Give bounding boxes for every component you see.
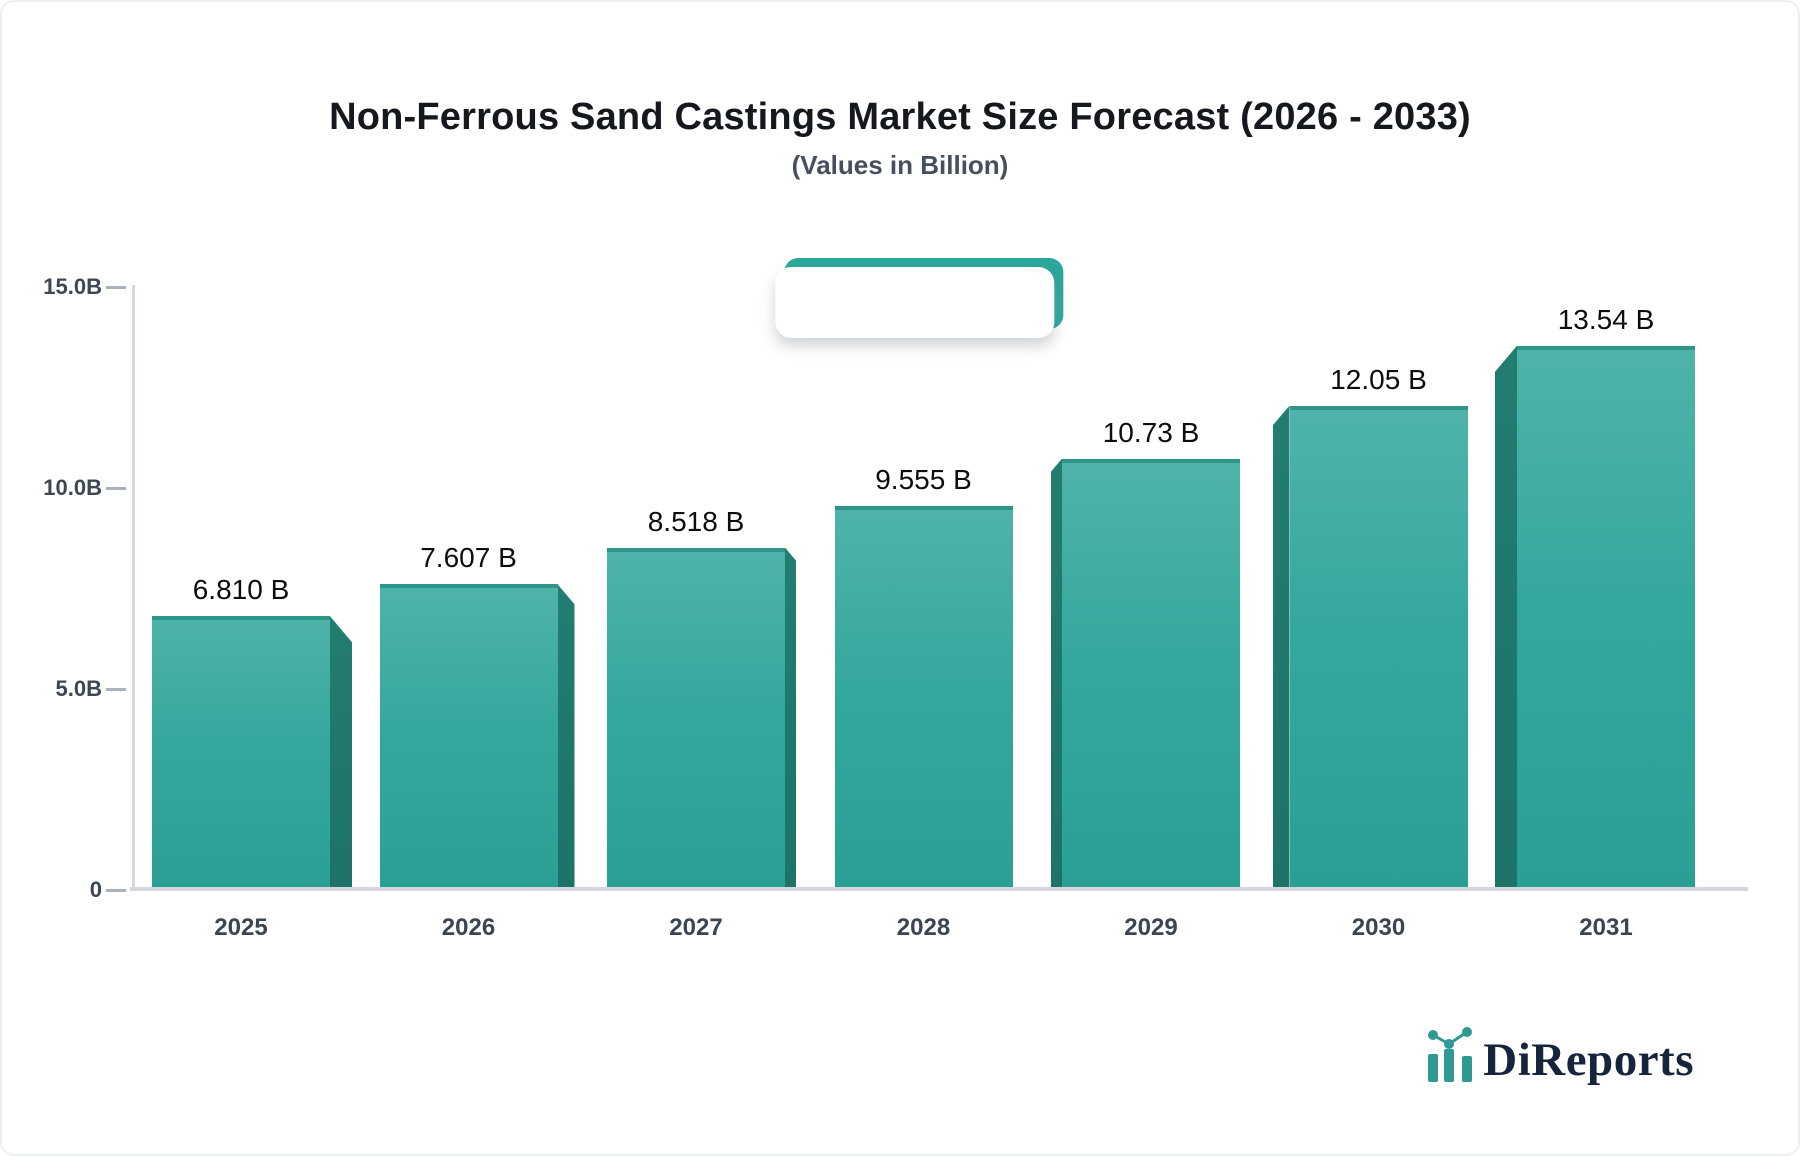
x-axis-label-2030: 2030 [1351, 914, 1406, 941]
chart-title: Non-Ferrous Sand Castings Market Size Fo… [329, 96, 1471, 138]
chart-subtitle: (Values in Billion) [791, 150, 1009, 180]
y-axis-tick [106, 486, 126, 490]
y-axis-tick [106, 687, 126, 691]
x-axis-label-2025: 2025 [214, 914, 268, 941]
bar-value-label: 8.518 B [647, 505, 745, 537]
bar-value-label: 6.810 B [192, 574, 290, 606]
x-axis-baseline [130, 887, 1748, 891]
bar-side-face [1272, 405, 1290, 887]
bar-2025[interactable] [152, 616, 330, 887]
bar-side-face [557, 584, 575, 887]
bar-value-label: 13.54 B [1557, 303, 1655, 335]
bar-side-face [1051, 458, 1062, 887]
bar-2029[interactable] [1062, 458, 1240, 887]
direports-logo[interactable]: DiReports [1427, 1027, 1694, 1084]
y-axis-line [132, 285, 135, 891]
bar-2031[interactable] [1517, 345, 1695, 887]
x-axis-label-2028: 2028 [896, 914, 951, 941]
mini-bar-trend-chart-icon [1428, 1027, 1473, 1082]
cagr-badge: CAGR: 12.14% [775, 258, 1064, 338]
x-axis-label-2027: 2027 [669, 914, 723, 941]
bar-value-label: 12.05 B [1330, 363, 1427, 395]
y-axis-tick [106, 888, 126, 892]
x-axis-label-2031: 2031 [1579, 914, 1633, 941]
bar-side-face [785, 547, 796, 887]
bar-value-label: 10.73 B [1102, 416, 1200, 448]
bar-side-face [1495, 345, 1517, 887]
y-axis-tick-label: 10.0B [43, 475, 102, 500]
bar-2027[interactable] [607, 547, 785, 887]
logo-wordmark: DiReports [1483, 1034, 1694, 1086]
y-axis-tick [106, 285, 126, 289]
bar-2026[interactable] [379, 584, 558, 887]
y-axis-tick-label: 15.0B [43, 274, 102, 299]
bar-side-face [330, 616, 352, 887]
x-axis-label-2026: 2026 [441, 914, 496, 941]
x-axis-label-2029: 2029 [1124, 914, 1178, 941]
bar-2030[interactable] [1289, 405, 1468, 887]
bar-2028[interactable] [834, 505, 1013, 887]
bar-value-label: 9.555 B [875, 463, 972, 495]
y-axis-tick-label: 5.0B [55, 676, 102, 701]
y-axis-tick-label: 0 [89, 877, 102, 902]
bar-value-label: 7.607 B [420, 542, 517, 574]
